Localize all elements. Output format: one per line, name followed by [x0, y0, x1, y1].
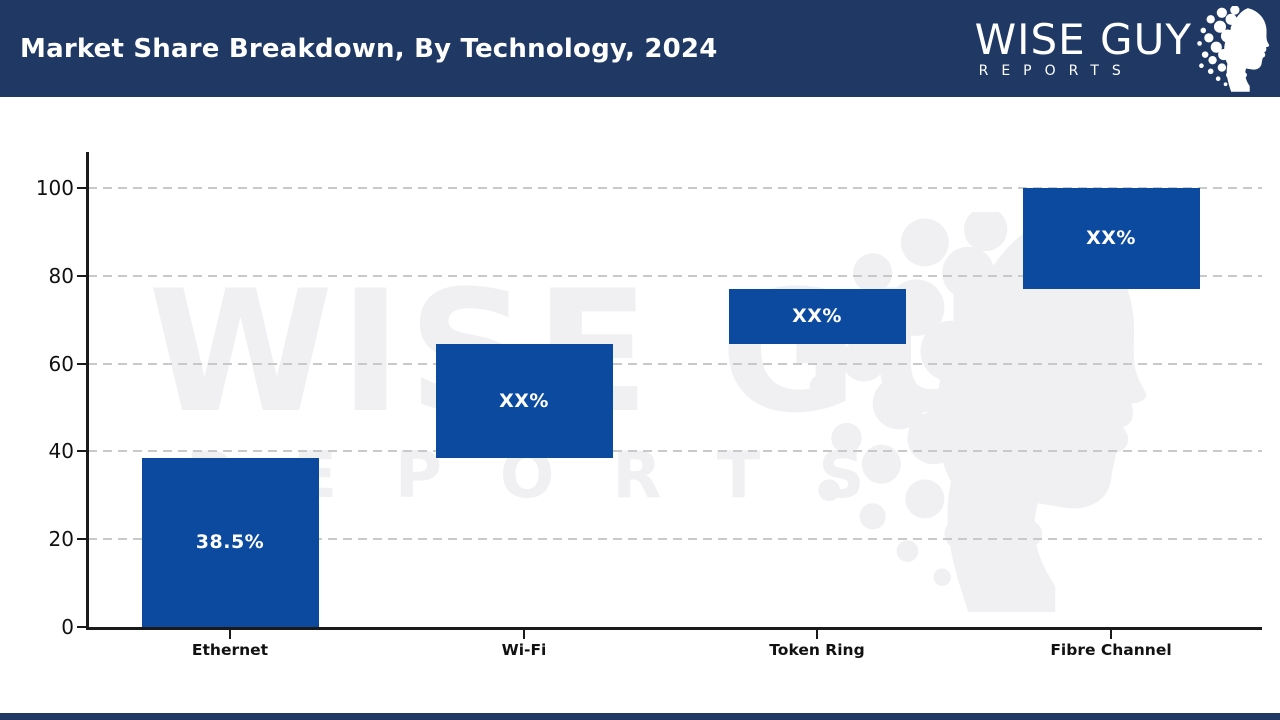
bar-value-label: XX%	[792, 305, 842, 328]
gridline-y-100	[88, 187, 1262, 189]
x-category-label: Wi-Fi	[501, 641, 547, 659]
page-title: Market Share Breakdown, By Technology, 2…	[20, 33, 718, 64]
x-axis-line	[86, 627, 1262, 630]
brand-logo: WISE GUY REPORTS	[974, 5, 1280, 92]
brand-logo-subtitle: REPORTS	[978, 63, 1134, 79]
y-tick-20	[77, 538, 86, 541]
y-tick-label: 60	[48, 351, 74, 376]
gridline-y-20	[88, 538, 1262, 541]
brand-face-dots-icon	[1197, 5, 1270, 92]
y-tick-80	[77, 274, 86, 277]
bar-value-label: XX%	[1086, 227, 1136, 250]
brand-logo-wordmark: WISE GUY	[974, 15, 1192, 64]
y-tick-label: 0	[61, 615, 74, 639]
x-tick-ethernet	[229, 630, 231, 639]
y-tick-label: 80	[48, 263, 74, 288]
bar-ethernet: 38.5%	[141, 457, 319, 627]
bar-value-label: XX%	[499, 389, 549, 412]
y-tick-label: 40	[48, 439, 74, 464]
x-category-label: Token Ring	[769, 641, 865, 659]
y-tick-0	[77, 626, 86, 628]
x-tick-fibre-channel	[1110, 630, 1112, 639]
gridline-y-40	[88, 450, 1262, 453]
y-tick-40	[77, 450, 86, 453]
gridline-y-60	[88, 362, 1262, 365]
bar-value-label: 38.5%	[195, 531, 265, 554]
bar-fibre-channel: XX%	[1022, 188, 1200, 289]
bar-token-ring: XX%	[728, 288, 906, 344]
y-tick-60	[77, 362, 86, 365]
bar-wi-fi: XX%	[435, 343, 613, 458]
y-tick-100	[77, 187, 86, 189]
y-axis-line	[86, 152, 89, 630]
x-category-label: Fibre Channel	[1050, 641, 1172, 659]
x-tick-token-ring	[816, 630, 818, 639]
y-tick-label: 100	[35, 176, 74, 200]
y-tick-label: 20	[48, 527, 74, 552]
brand-logo-text: WISE GUY REPORTS	[974, 15, 1192, 80]
gridline-y-80	[88, 274, 1262, 277]
x-tick-wi-fi	[523, 630, 525, 639]
footer-brand-bar	[0, 713, 1280, 720]
header-banner: Market Share Breakdown, By Technology, 2…	[0, 0, 1280, 97]
x-category-label: Ethernet	[191, 641, 269, 659]
